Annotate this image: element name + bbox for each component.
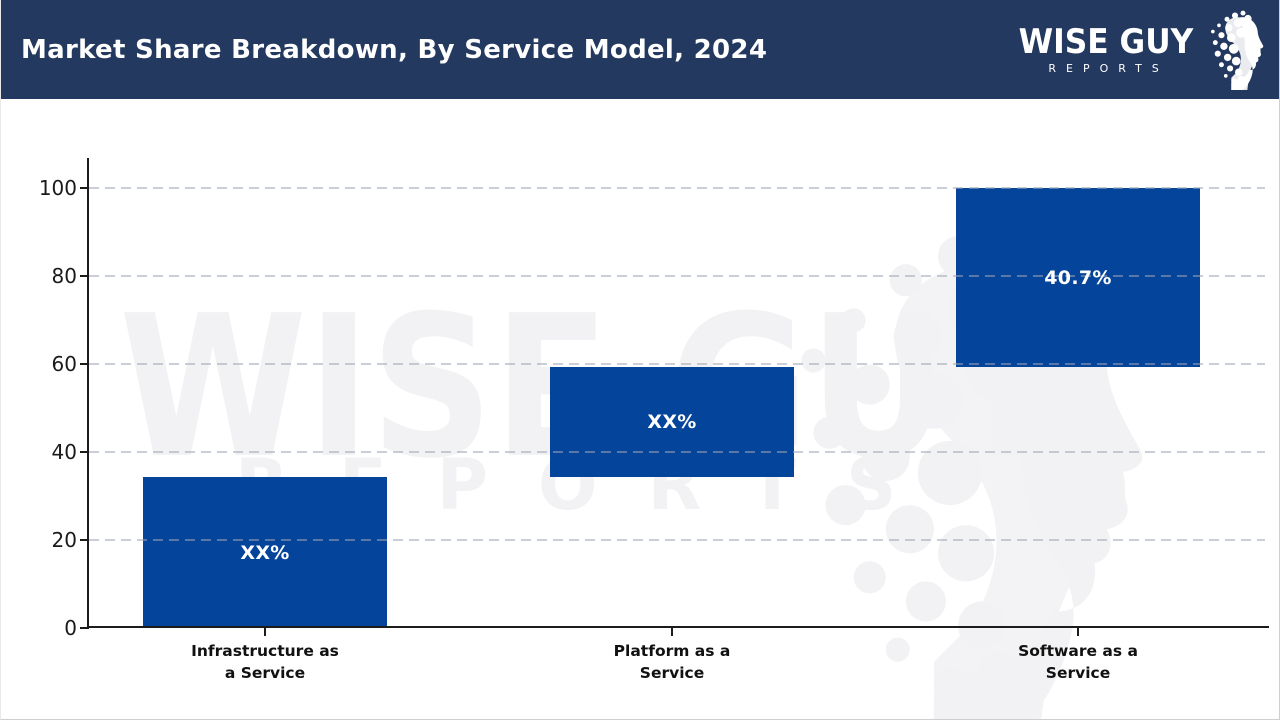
logo-subtext: REPORTS: [1048, 61, 1169, 75]
x-category-label: Platform as a Service: [613, 642, 731, 682]
x-tick-mark: [264, 628, 266, 636]
y-tick-mark: [80, 275, 89, 277]
x-category-label: Infrastructure as a Service: [191, 642, 339, 682]
x-tick-mark: [671, 628, 673, 636]
x-axis: [87, 626, 1269, 628]
gridline: [89, 187, 1265, 189]
gridline: [89, 451, 1265, 453]
y-tick-mark: [80, 187, 89, 189]
waterfall-bar: [550, 367, 794, 478]
x-category-label: Software as a Service: [1018, 642, 1138, 682]
waterfall-bar: [143, 477, 387, 628]
y-tick-mark: [80, 627, 89, 629]
y-axis: [87, 158, 89, 628]
gridline: [89, 539, 1265, 541]
bar-value-label: XX%: [240, 541, 290, 564]
y-tick-mark: [80, 451, 89, 453]
y-tick-label: 0: [64, 616, 77, 640]
y-tick-label: 40: [51, 440, 77, 464]
y-tick-mark: [80, 363, 89, 365]
header-bar: Market Share Breakdown, By Service Model…: [1, 0, 1279, 99]
gridline: [89, 275, 1265, 277]
y-tick-mark: [80, 539, 89, 541]
bar-value-label: XX%: [647, 411, 697, 434]
page-title: Market Share Breakdown, By Service Model…: [21, 34, 768, 65]
logo-wordmark: WISE GUY: [1018, 21, 1194, 62]
bar-value-label: 40.7%: [1044, 266, 1112, 289]
logo-wordmark-block: WISE GUY REPORTS: [1011, 25, 1201, 75]
y-tick-label: 100: [38, 176, 77, 200]
brand-logo: WISE GUY REPORTS: [1011, 10, 1267, 90]
y-tick-label: 60: [51, 352, 77, 376]
x-tick-mark: [1077, 628, 1079, 636]
y-tick-label: 80: [51, 264, 77, 288]
gridline: [89, 363, 1265, 365]
y-tick-label: 20: [51, 528, 77, 552]
